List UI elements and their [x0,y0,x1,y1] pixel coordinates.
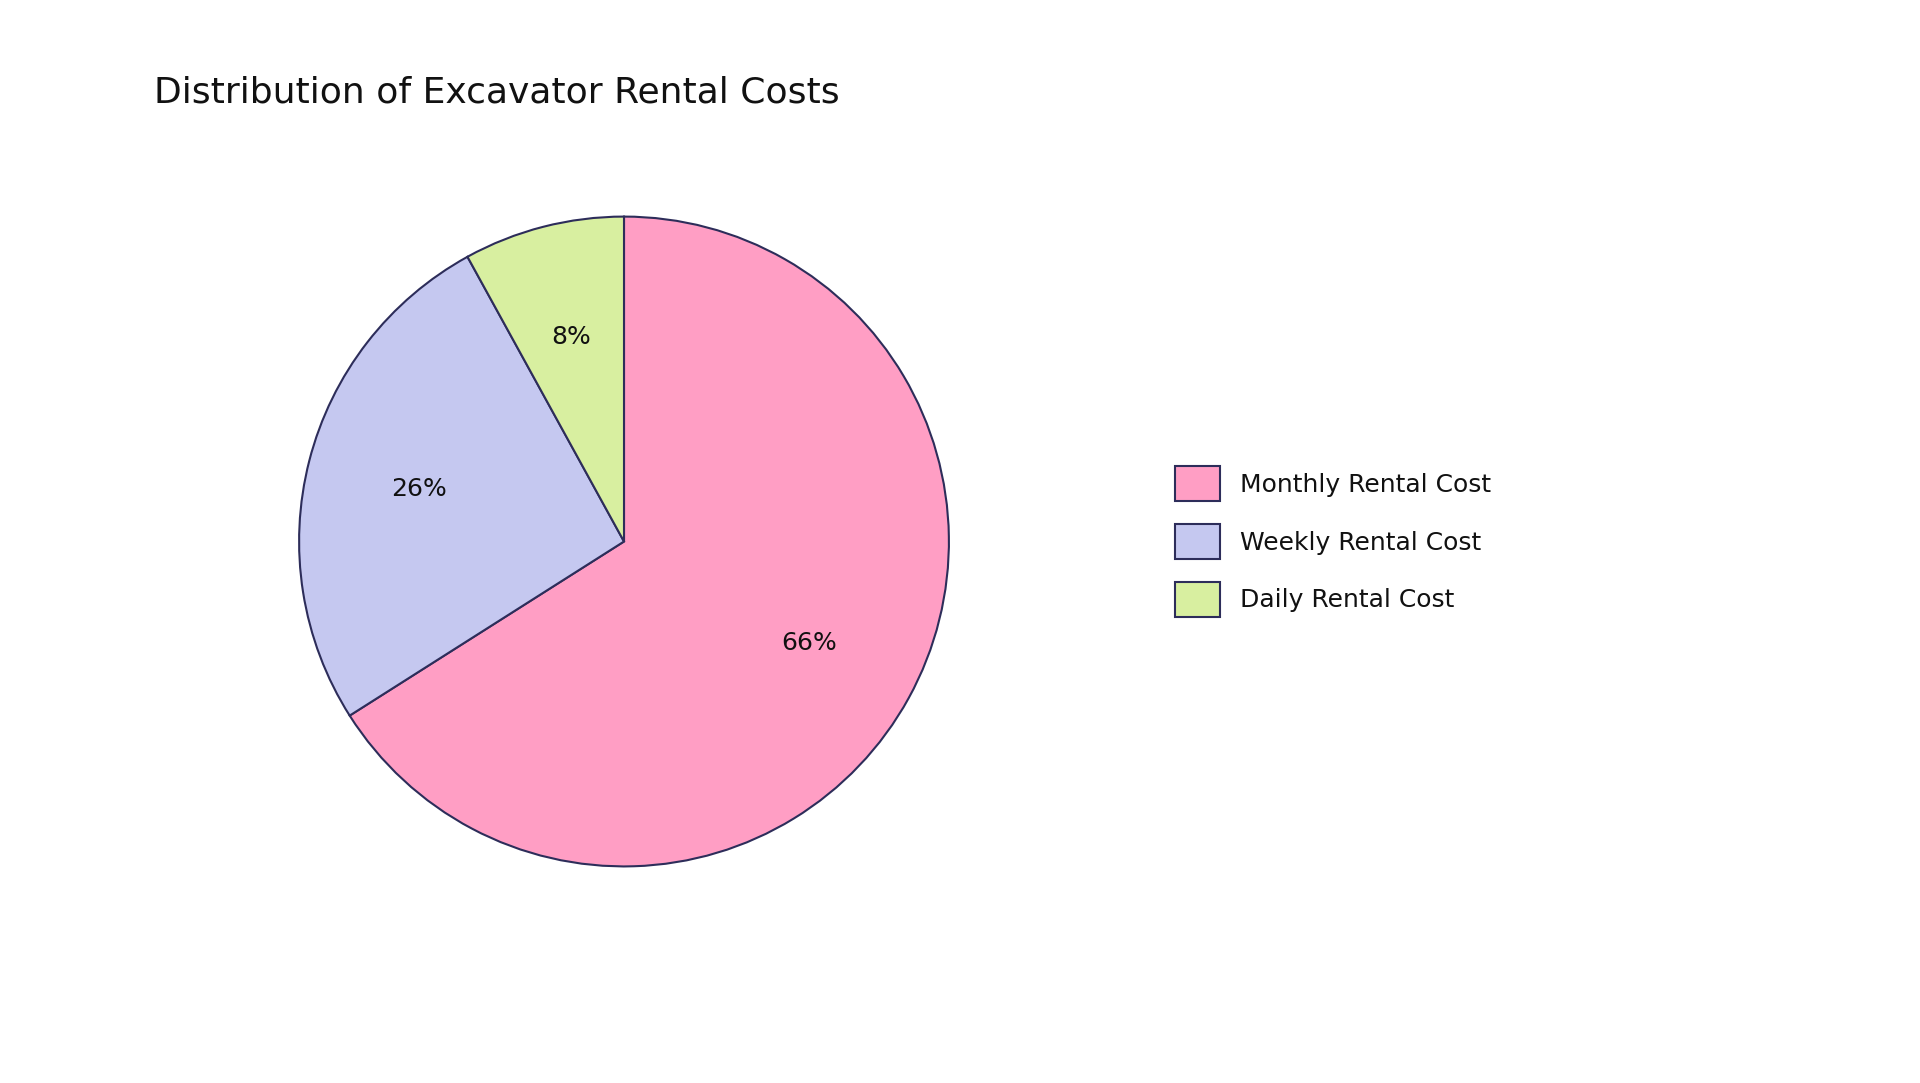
Legend: Monthly Rental Cost, Weekly Rental Cost, Daily Rental Cost: Monthly Rental Cost, Weekly Rental Cost,… [1165,456,1501,627]
Wedge shape [349,217,948,866]
Text: 8%: 8% [551,325,591,349]
Text: 66%: 66% [781,631,837,655]
Wedge shape [300,257,624,716]
Text: 26%: 26% [392,477,447,501]
Text: Distribution of Excavator Rental Costs: Distribution of Excavator Rental Costs [154,76,839,109]
Wedge shape [467,217,624,542]
